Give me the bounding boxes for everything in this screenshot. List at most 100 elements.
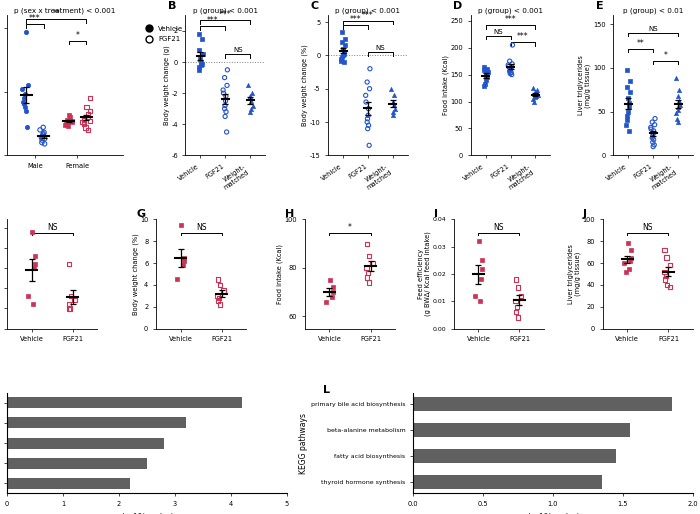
Point [63, 300, 74, 308]
Text: *: * [348, 223, 352, 232]
Point [469, 292, 480, 300]
Point [325, 276, 336, 284]
Text: ***: *** [505, 15, 517, 24]
Point [178, 261, 189, 269]
Text: E: E [596, 2, 603, 11]
Point [530, 88, 541, 96]
Point [531, 89, 542, 98]
Point [363, 269, 374, 277]
Point [648, 127, 659, 135]
Point [21, 123, 32, 132]
Text: NS: NS [643, 223, 653, 232]
Text: G: G [136, 209, 145, 218]
Point [362, 115, 373, 123]
Point [664, 261, 676, 269]
Point [196, 60, 207, 68]
Point [650, 115, 661, 123]
Point [65, 113, 76, 121]
Point [622, 95, 634, 103]
Point [512, 284, 524, 292]
Point [479, 62, 490, 70]
Point [178, 257, 190, 265]
Point [214, 281, 225, 289]
Point [193, 30, 204, 38]
Point [197, 50, 208, 59]
Point [19, 90, 30, 98]
Point [664, 283, 676, 291]
Point [18, 98, 29, 106]
Y-axis label: Food intake (Kcal): Food intake (Kcal) [276, 244, 284, 304]
Point [620, 121, 631, 129]
Point [212, 276, 223, 284]
Point [84, 94, 95, 102]
Point [340, 34, 351, 43]
Point [473, 237, 484, 245]
Point [479, 80, 490, 88]
Point [63, 260, 74, 268]
Point [20, 107, 31, 115]
Point [671, 109, 682, 118]
Point [622, 112, 633, 120]
Point [29, 260, 41, 268]
Point [81, 103, 92, 111]
Point [27, 228, 38, 236]
Point [482, 68, 493, 76]
Point [621, 83, 632, 91]
Point [66, 117, 78, 125]
Point [659, 246, 671, 254]
Point [673, 103, 684, 112]
Point [337, 51, 349, 60]
Point [194, 63, 205, 71]
Text: ***: *** [207, 16, 219, 25]
Text: ***: *** [362, 11, 374, 20]
Point [648, 138, 659, 146]
Text: B: B [168, 2, 176, 11]
Point [171, 276, 182, 284]
Point [647, 134, 658, 142]
Point [339, 58, 350, 66]
Point [363, 141, 374, 150]
Point [360, 98, 372, 106]
Title: p (group) < 0.001: p (group) < 0.001 [478, 8, 543, 14]
Point [220, 92, 232, 100]
Point [389, 91, 400, 100]
Bar [413, 474, 602, 489]
Point [659, 268, 670, 276]
Point [661, 253, 672, 262]
Point [38, 128, 50, 137]
Point [649, 141, 660, 149]
Bar [413, 449, 616, 463]
Text: H: H [285, 209, 294, 218]
Point [510, 297, 521, 305]
Point [84, 107, 95, 115]
Point [647, 132, 658, 140]
Point [18, 94, 29, 102]
Point [63, 122, 74, 130]
Point [516, 292, 527, 300]
Point [36, 134, 47, 142]
Point [482, 65, 493, 74]
Point [80, 123, 91, 132]
Point [623, 99, 634, 107]
Point [243, 81, 254, 89]
Point [659, 276, 671, 284]
Point [245, 108, 256, 116]
Point [624, 257, 636, 265]
Point [64, 111, 75, 119]
Point [624, 88, 636, 97]
Text: ***: *** [517, 32, 528, 41]
Point [480, 76, 491, 84]
Point [660, 272, 671, 280]
Bar [7, 397, 242, 408]
Point [387, 111, 398, 119]
Text: L: L [323, 384, 330, 395]
Point [221, 128, 232, 136]
Text: NS: NS [47, 223, 57, 232]
Point [63, 117, 74, 125]
Point [674, 86, 685, 94]
Point [320, 298, 331, 306]
Point [83, 126, 94, 134]
Point [84, 117, 95, 125]
Point [218, 89, 229, 97]
Point [621, 268, 632, 276]
